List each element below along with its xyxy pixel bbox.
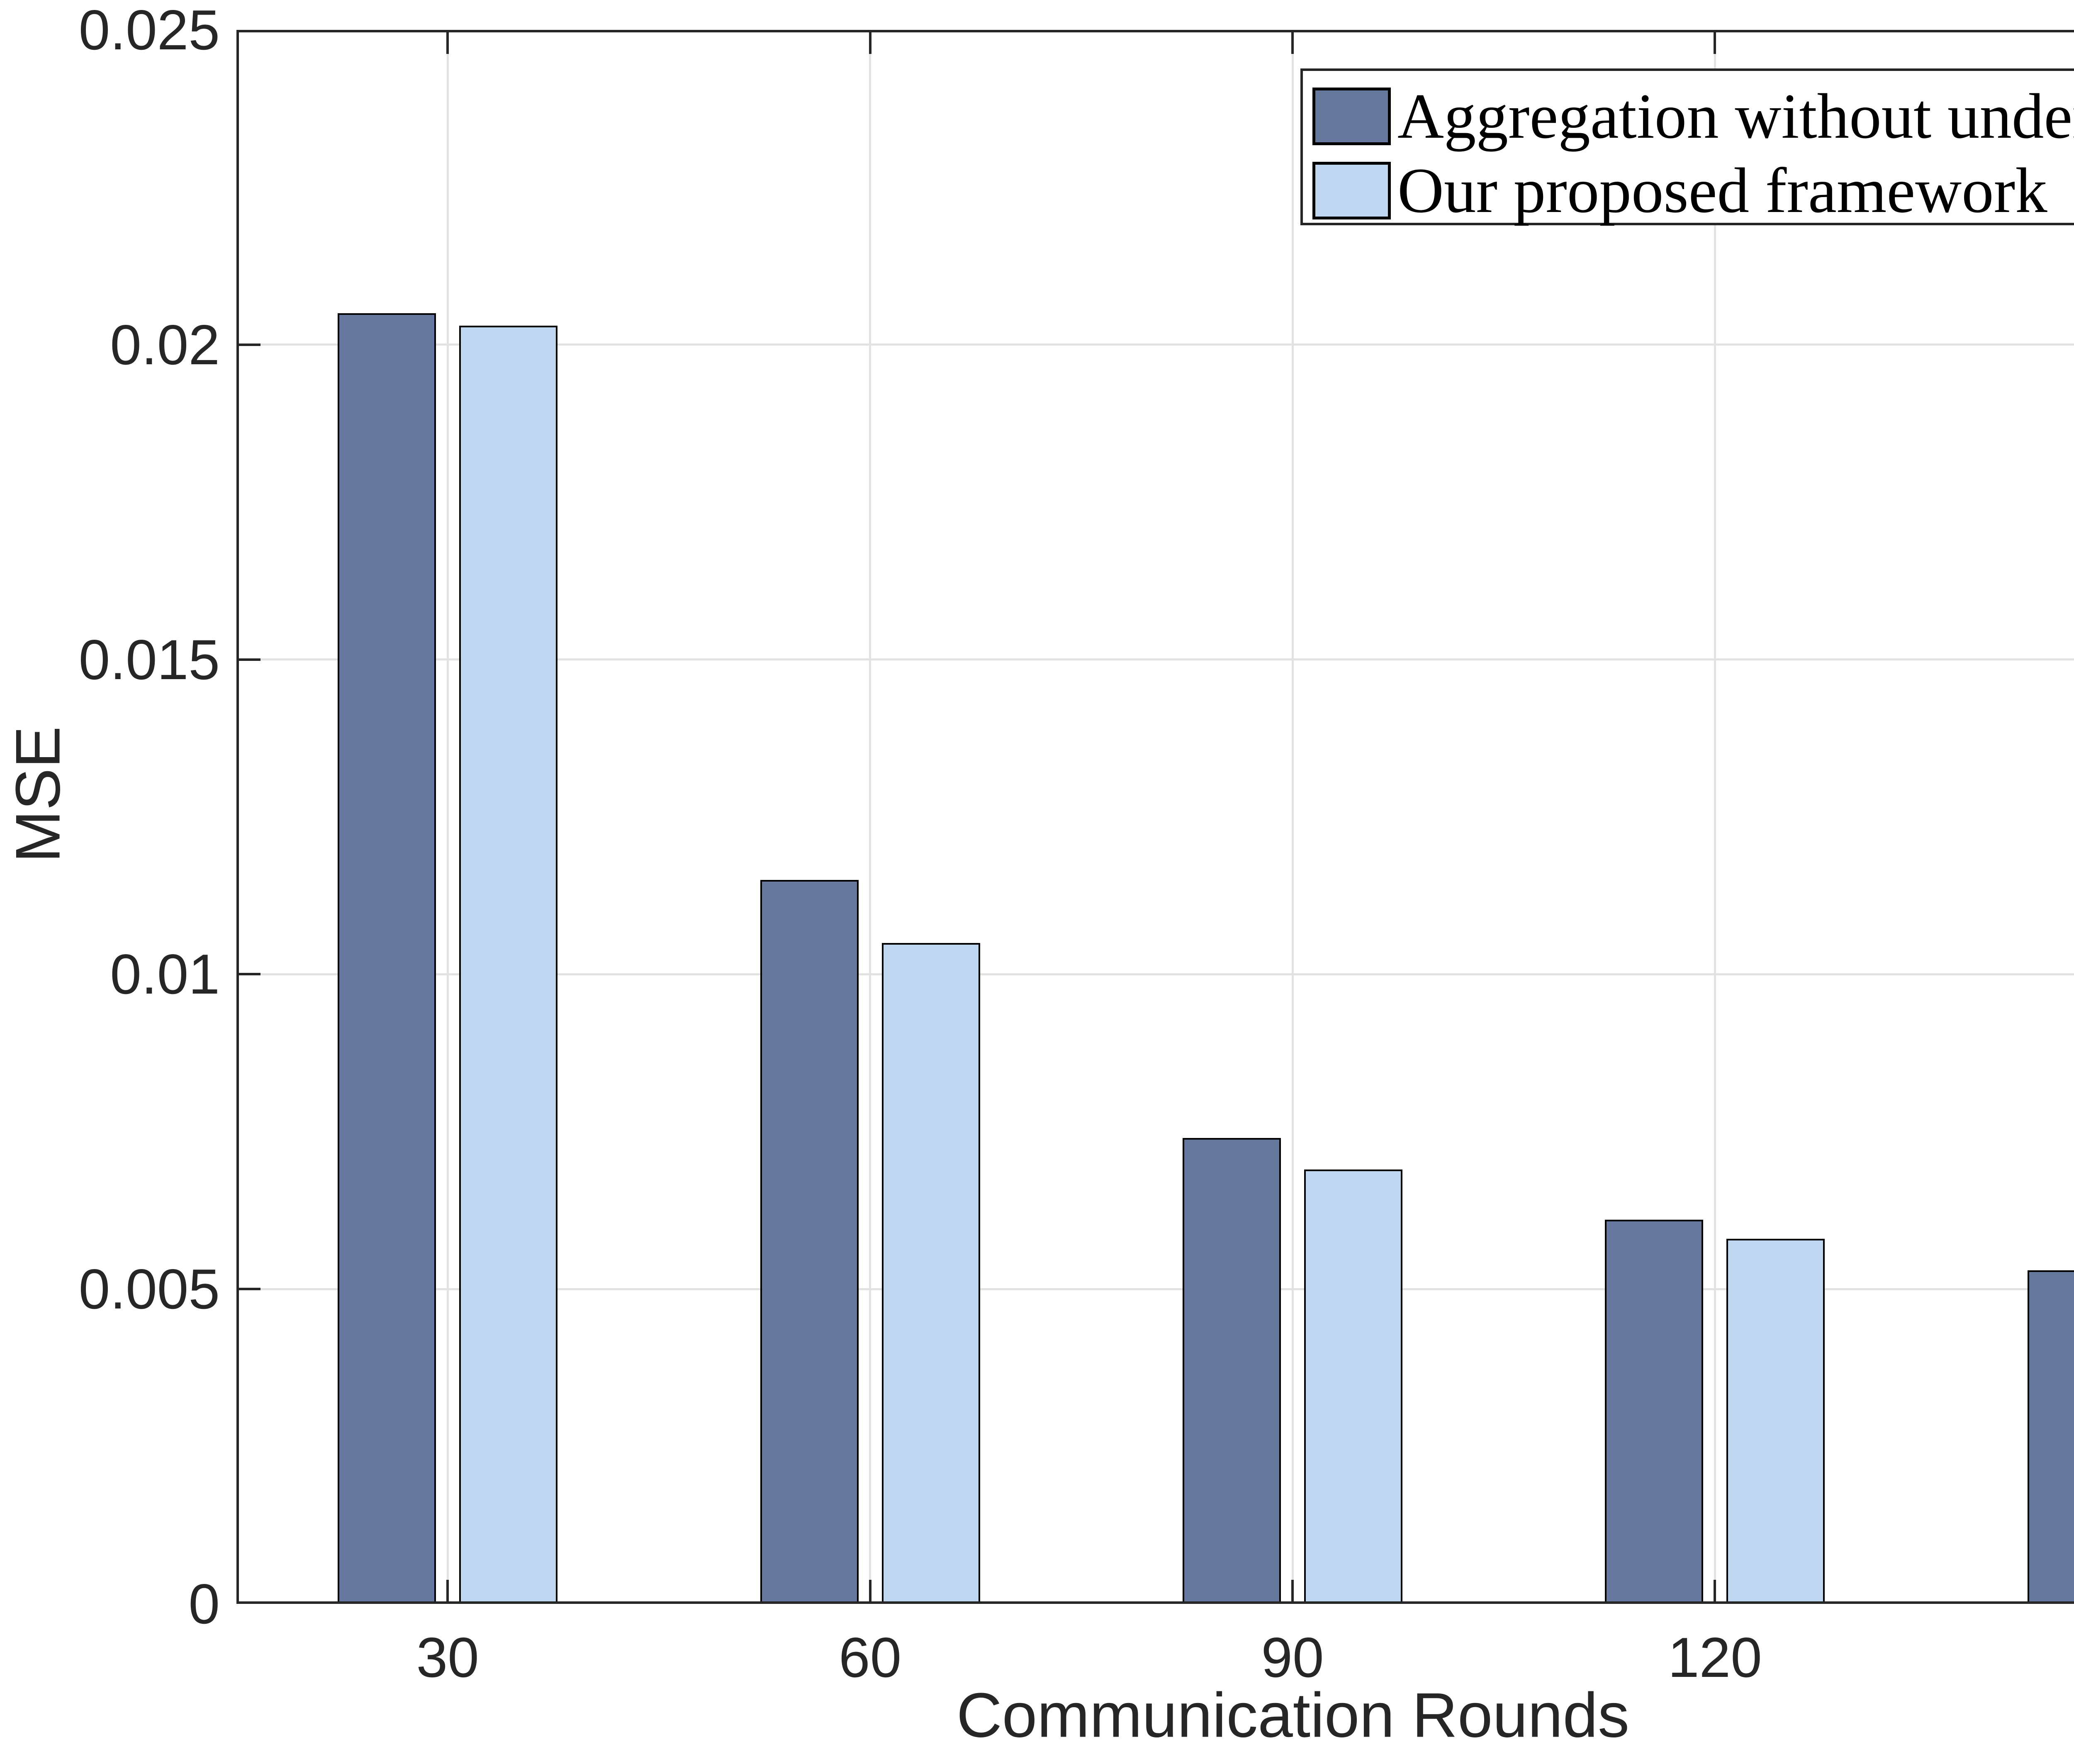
y-axis-label: MSE [2, 726, 73, 863]
bar-proposed-90 [1304, 1169, 1402, 1604]
y-tick-label: 0 [188, 1572, 220, 1635]
tick-y-left [239, 1288, 260, 1291]
x-tick-label: 30 [416, 1626, 479, 1689]
gridline-vertical [1291, 30, 1294, 1604]
legend-swatch-aggregation-without-understanding [1312, 88, 1391, 145]
legend: Aggregation without understanding Our pr… [1300, 68, 2074, 225]
plot-area [236, 30, 2074, 1604]
x-tick-label: 60 [838, 1626, 902, 1689]
x-tick-label: 90 [1261, 1626, 1324, 1689]
gridline-horizontal [236, 344, 2074, 346]
legend-item: Aggregation without understanding [1312, 79, 2074, 153]
tick-x-bottom [1291, 1580, 1294, 1601]
bar-aggregation-120 [1605, 1220, 1704, 1604]
gridline-horizontal [236, 973, 2074, 975]
x-tick-label: 150 [2013, 1625, 2074, 1690]
legend-label: Aggregation without understanding [1397, 80, 2074, 152]
tick-y-left [239, 1601, 260, 1604]
tick-y-left [239, 343, 260, 346]
bar-proposed-60 [881, 943, 980, 1604]
y-tick-label: 0.015 [78, 628, 220, 691]
bar-aggregation-30 [338, 313, 436, 1604]
tick-x-bottom [446, 1580, 449, 1601]
x-tick-label: 120 [1667, 1626, 1762, 1689]
bar-proposed-30 [459, 326, 558, 1604]
bar-aggregation-90 [1183, 1138, 1281, 1604]
y-tick-label: 0.025 [78, 0, 220, 61]
tick-x-bottom [1714, 1580, 1716, 1601]
y-tick-label: 0.01 [110, 943, 220, 1006]
legend-swatch-our-proposed-framework [1312, 162, 1391, 219]
tick-x-top [1714, 32, 1716, 54]
x-axis-label: Communication Rounds [956, 1680, 1630, 1751]
tick-x-top [1291, 32, 1294, 54]
tick-x-top [869, 32, 871, 54]
gridline-vertical [446, 30, 449, 1604]
gridline-horizontal [236, 1288, 2074, 1290]
bar-proposed-120 [1726, 1238, 1825, 1604]
tick-y-left [239, 973, 260, 976]
y-tick-label: 0.02 [110, 313, 220, 376]
legend-item: Our proposed framework [1312, 153, 2074, 228]
tick-y-left [239, 30, 260, 32]
legend-label: Our proposed framework [1397, 155, 2047, 226]
tick-y-left [239, 658, 260, 661]
gridline-vertical [1714, 30, 1716, 1604]
tick-x-top [446, 32, 449, 54]
y-tick-label: 0.005 [78, 1257, 220, 1321]
bar-aggregation-150 [2027, 1270, 2074, 1604]
bar-aggregation-60 [760, 880, 859, 1604]
tick-x-bottom [869, 1580, 871, 1601]
gridline-vertical [869, 30, 871, 1604]
gridline-horizontal [236, 658, 2074, 661]
